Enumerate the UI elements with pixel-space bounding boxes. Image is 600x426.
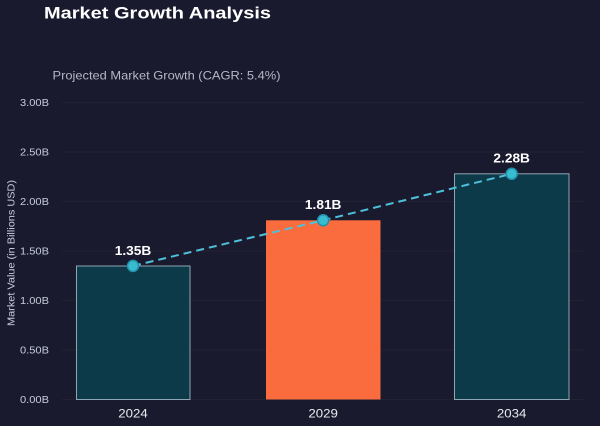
svg-text:2029: 2029 [308,407,338,421]
svg-text:2024: 2024 [118,407,148,421]
svg-text:0.50B: 0.50B [20,346,49,357]
svg-text:1.81B: 1.81B [305,197,342,212]
svg-text:1.35B: 1.35B [115,243,152,258]
svg-text:3.00B: 3.00B [20,98,49,109]
svg-text:2.28B: 2.28B [493,151,530,166]
svg-text:2034: 2034 [497,407,527,421]
svg-text:Market Growth Analysis: Market Growth Analysis [44,5,271,23]
svg-text:2.00B: 2.00B [20,197,49,208]
svg-text:2.50B: 2.50B [20,148,49,159]
svg-text:1.50B: 1.50B [20,247,49,258]
svg-text:0.00B: 0.00B [20,395,49,406]
svg-text:Market Value (in Billions USD): Market Value (in Billions USD) [6,180,17,326]
svg-text:1.00B: 1.00B [20,296,49,307]
svg-text:Projected Market Growth (CAGR:: Projected Market Growth (CAGR: 5.4%) [53,69,281,83]
